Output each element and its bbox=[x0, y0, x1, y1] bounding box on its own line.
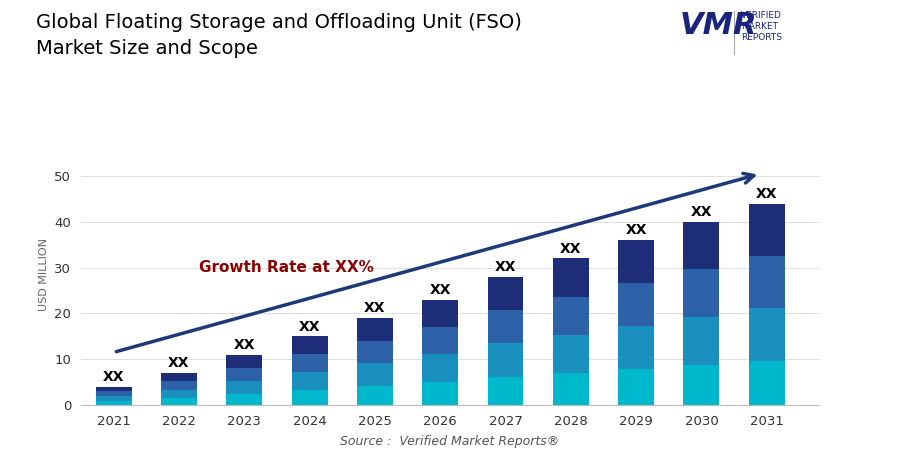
Text: XX: XX bbox=[103, 370, 124, 384]
Bar bbox=[161, 398, 197, 405]
Bar bbox=[553, 258, 589, 297]
Bar bbox=[683, 270, 719, 317]
Bar bbox=[357, 363, 393, 386]
Bar bbox=[161, 390, 197, 398]
Bar bbox=[422, 327, 458, 355]
Bar bbox=[95, 392, 131, 396]
Text: XX: XX bbox=[756, 187, 778, 201]
Text: XX: XX bbox=[626, 223, 647, 238]
Bar bbox=[161, 373, 197, 381]
Bar bbox=[683, 364, 719, 405]
Bar bbox=[749, 256, 785, 308]
Bar bbox=[618, 283, 654, 326]
Bar bbox=[226, 394, 262, 405]
Bar bbox=[553, 297, 589, 335]
Bar bbox=[749, 308, 785, 361]
Text: VERIFIED
MARKET
REPORTS: VERIFIED MARKET REPORTS bbox=[741, 11, 782, 42]
Bar bbox=[618, 326, 654, 369]
Bar bbox=[683, 222, 719, 270]
Bar bbox=[488, 277, 524, 310]
Bar bbox=[422, 300, 458, 327]
Bar bbox=[749, 361, 785, 405]
Bar bbox=[422, 355, 458, 382]
Text: XX: XX bbox=[560, 242, 581, 256]
Bar bbox=[292, 354, 328, 372]
Text: XX: XX bbox=[364, 301, 385, 315]
Bar bbox=[749, 203, 785, 256]
Bar bbox=[292, 336, 328, 354]
Text: VMR: VMR bbox=[680, 11, 757, 40]
Bar bbox=[161, 381, 197, 390]
Bar bbox=[618, 240, 654, 283]
Bar bbox=[357, 318, 393, 341]
Bar bbox=[226, 368, 262, 381]
Bar bbox=[226, 381, 262, 394]
Text: Growth Rate at XX%: Growth Rate at XX% bbox=[199, 260, 374, 275]
Bar bbox=[357, 341, 393, 363]
Bar bbox=[95, 387, 131, 392]
Bar bbox=[292, 372, 328, 390]
Text: XX: XX bbox=[233, 338, 255, 352]
Text: Global Floating Storage and Offloading Unit (FSO)
Market Size and Scope: Global Floating Storage and Offloading U… bbox=[36, 14, 522, 58]
Text: XX: XX bbox=[690, 205, 712, 219]
Bar bbox=[95, 396, 131, 401]
Text: Source :  Verified Market Reports®: Source : Verified Market Reports® bbox=[340, 436, 560, 449]
Text: XX: XX bbox=[168, 356, 190, 370]
Bar bbox=[683, 317, 719, 365]
Bar bbox=[357, 386, 393, 405]
Bar bbox=[422, 382, 458, 405]
Bar bbox=[488, 343, 524, 377]
Bar bbox=[488, 377, 524, 405]
Text: XX: XX bbox=[495, 260, 517, 274]
Y-axis label: USD MILLION: USD MILLION bbox=[39, 238, 49, 311]
Bar bbox=[553, 335, 589, 373]
Text: XX: XX bbox=[429, 283, 451, 297]
Bar bbox=[618, 369, 654, 405]
Text: XX: XX bbox=[299, 320, 320, 333]
Bar bbox=[488, 310, 524, 343]
Bar bbox=[95, 401, 131, 405]
Bar bbox=[226, 355, 262, 368]
Bar bbox=[292, 390, 328, 405]
Bar bbox=[553, 373, 589, 405]
